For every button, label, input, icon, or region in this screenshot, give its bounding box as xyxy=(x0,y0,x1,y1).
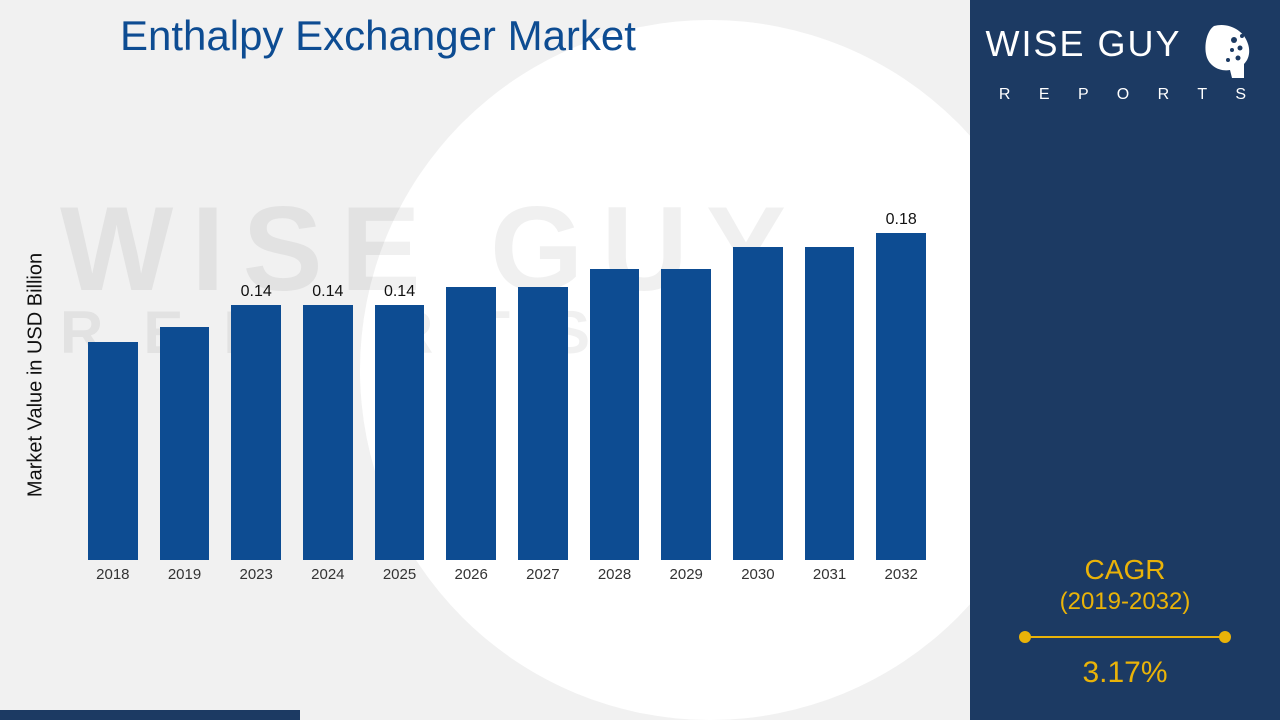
x-tick: 2029 xyxy=(661,562,711,590)
x-tick: 2025 xyxy=(375,562,425,590)
cagr-range: (2019-2032) xyxy=(970,588,1280,616)
bar xyxy=(733,247,783,560)
bar xyxy=(231,305,281,560)
main-area: WISE GUY REPORTS Enthalpy Exchanger Mark… xyxy=(0,0,970,720)
bar xyxy=(88,342,138,560)
bar xyxy=(375,305,425,560)
bar-wrap xyxy=(661,160,711,560)
bar xyxy=(590,269,640,560)
bar-wrap: 0.14 xyxy=(375,160,425,560)
x-tick: 2028 xyxy=(590,562,640,590)
bar-wrap xyxy=(518,160,568,560)
bar-value-label: 0.18 xyxy=(876,211,926,229)
bar-value-label: 0.14 xyxy=(375,283,425,301)
report-page: WISE GUY REPORTS Enthalpy Exchanger Mark… xyxy=(0,0,1280,720)
brand-subline: R E P O R T S xyxy=(986,86,1258,104)
bar xyxy=(661,269,711,560)
x-tick: 2031 xyxy=(805,562,855,590)
bar-chart: Market Value in USD Billion 0.140.140.14… xyxy=(60,160,930,590)
bar xyxy=(303,305,353,560)
chart-title: Enthalpy Exchanger Market xyxy=(120,12,636,60)
bar-wrap: 0.18 xyxy=(876,160,926,560)
bar-wrap: 0.14 xyxy=(231,160,281,560)
bar xyxy=(160,327,210,560)
x-tick: 2032 xyxy=(876,562,926,590)
cagr-value: 3.17% xyxy=(970,656,1280,690)
cagr-divider xyxy=(1025,636,1225,638)
bar-wrap xyxy=(446,160,496,560)
cagr-label: CAGR xyxy=(970,554,1280,586)
bar-wrap xyxy=(805,160,855,560)
bar xyxy=(805,247,855,560)
x-tick: 2027 xyxy=(518,562,568,590)
bar xyxy=(876,233,926,560)
bar-value-label: 0.14 xyxy=(231,283,281,301)
bar-wrap xyxy=(160,160,210,560)
x-tick: 2023 xyxy=(231,562,281,590)
bottom-accent-bar xyxy=(0,710,300,720)
bar xyxy=(518,287,568,560)
bar-wrap xyxy=(88,160,138,560)
y-axis-label: Market Value in USD Billion xyxy=(25,253,48,497)
brain-head-icon xyxy=(1194,20,1258,84)
x-tick: 2018 xyxy=(88,562,138,590)
brand-logo: WISE GUY R E P O R T S xyxy=(986,20,1258,104)
bar-wrap xyxy=(590,160,640,560)
x-axis: 2018 2019 2023 2024 2025 2026 2027 2028 2029 2030… xyxy=(84,562,930,590)
bar-wrap xyxy=(733,160,783,560)
x-tick: 2030 xyxy=(733,562,783,590)
bar-wrap: 0.14 xyxy=(303,160,353,560)
x-tick: 2024 xyxy=(303,562,353,590)
cagr-block: CAGR (2019-2032) 3.17% xyxy=(970,554,1280,690)
bar-value-label: 0.14 xyxy=(303,283,353,301)
bar xyxy=(446,287,496,560)
x-tick: 2019 xyxy=(160,562,210,590)
x-tick: 2026 xyxy=(446,562,496,590)
plot-area: 0.14 0.14 0.14 0.18 xyxy=(84,160,930,560)
brand-name: WISE GUY xyxy=(986,23,1182,64)
